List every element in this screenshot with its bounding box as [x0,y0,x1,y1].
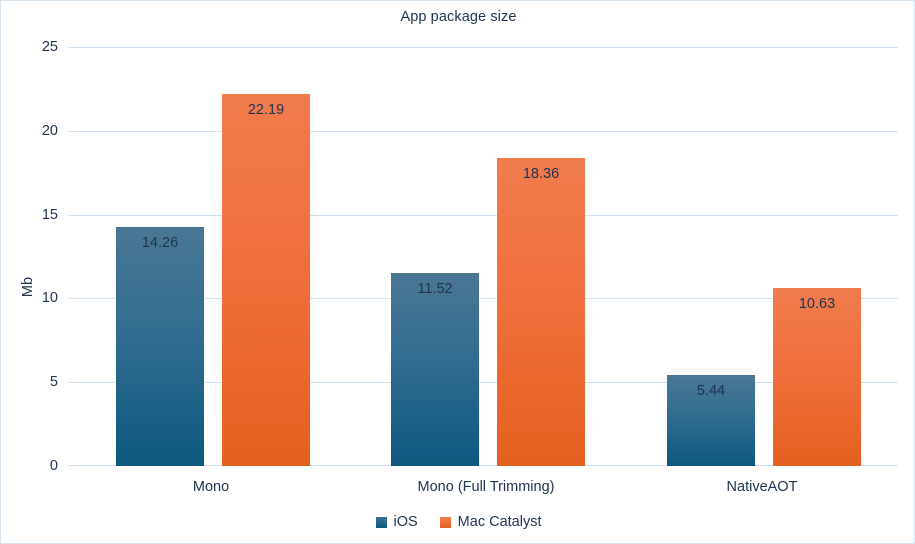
legend-label: iOS [393,514,418,530]
y-axis-tick-label: 25 [41,39,58,55]
legend-item-ios[interactable]: iOS [375,514,418,530]
gridline [68,298,898,300]
chart-legend: iOS Mac Catalyst [1,514,914,530]
bar-mac-catalyst-mono-full-trimming[interactable]: 18.36 [497,158,585,466]
y-axis-tick-label: 5 [49,374,58,391]
bar-ios-mono-full-trimming[interactable]: 11.52 [391,272,479,466]
gridline [68,47,898,48]
bar-ios-mono[interactable]: 14.26 [116,227,204,466]
y-axis-tick-label: 20 [41,122,58,139]
y-axis-title: Mb [20,276,36,298]
bar-mac-catalyst-nativeaot[interactable]: 10.63 [773,287,861,466]
bar-value-label: 11.52 [417,280,453,297]
x-axis-category-label: NativeAOT [726,479,798,495]
y-axis-ticks: 25 20 15 10 5 0 Mb [10,39,58,474]
bar-mac-catalyst-mono[interactable]: 22.19 [222,94,310,466]
legend-swatch-icon [375,516,387,528]
x-axis-labels: Mono Mono (Full Trimming) NativeAOT [68,479,898,503]
legend-label: Mac Catalyst [457,514,542,530]
bar-value-label: 10.63 [798,295,836,312]
plot-area: 14.26 22.19 11.52 18.36 5.44 10.63 [68,47,898,466]
x-axis-baseline [68,465,898,466]
y-axis-tick-label: 10 [41,290,58,307]
gridline [68,382,898,384]
x-axis-category-label: Mono [192,479,230,495]
y-axis-tick-label: 0 [49,458,58,474]
chart-title: App package size [400,9,517,25]
bar-value-label: 5.44 [696,382,726,399]
gridline [68,130,898,132]
x-axis-category-label: Mono (Full Trimming) [417,479,555,495]
bar-value-label: 14.26 [141,235,179,251]
bar-ios-nativeaot[interactable]: 5.44 [667,374,755,466]
bar-value-label: 18.36 [522,166,560,183]
legend-item-mac-catalyst[interactable]: Mac Catalyst [439,514,542,530]
gridline [68,214,898,216]
legend-swatch-icon [439,516,451,528]
bar-value-label: 22.19 [247,102,285,119]
y-axis-tick-label: 15 [41,206,58,223]
